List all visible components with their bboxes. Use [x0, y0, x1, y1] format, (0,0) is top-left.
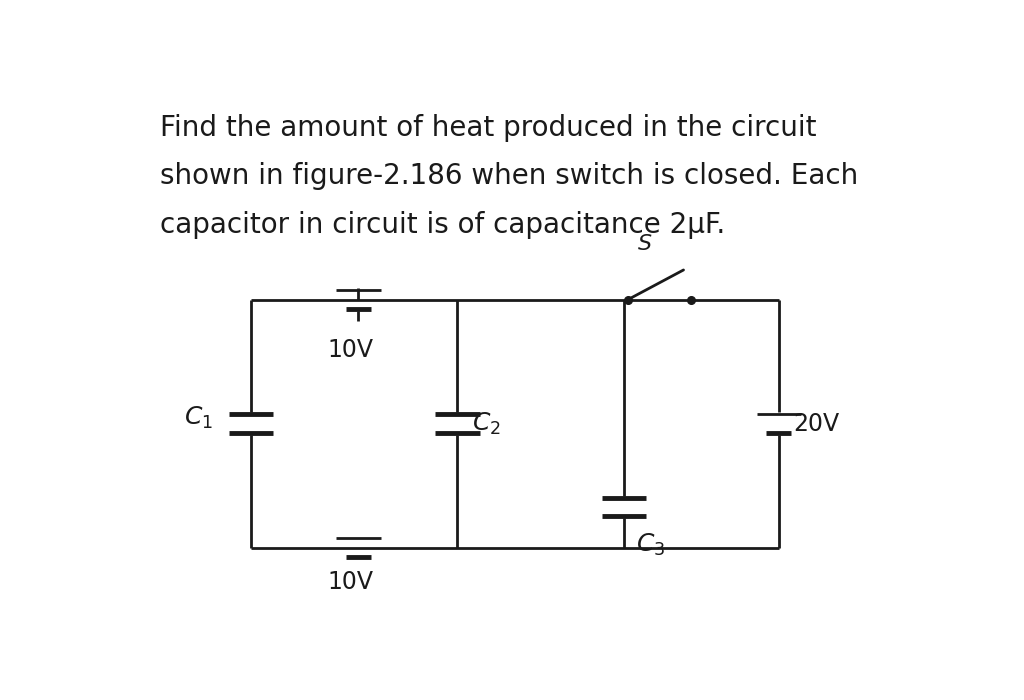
Text: $C_1$: $C_1$ [184, 405, 213, 431]
Text: S: S [638, 234, 651, 254]
Text: Find the amount of heat produced in the circuit: Find the amount of heat produced in the … [160, 113, 816, 141]
Text: capacitor in circuit is of capacitance 2μF.: capacitor in circuit is of capacitance 2… [160, 211, 725, 239]
Text: 10V: 10V [328, 570, 374, 594]
Text: 10V: 10V [328, 338, 374, 363]
Text: $C_3$: $C_3$ [636, 531, 666, 558]
Text: $C_2$: $C_2$ [472, 410, 501, 437]
Text: shown in figure-2.186 when switch is closed. Each: shown in figure-2.186 when switch is clo… [160, 162, 858, 190]
Text: 20V: 20V [793, 412, 839, 435]
